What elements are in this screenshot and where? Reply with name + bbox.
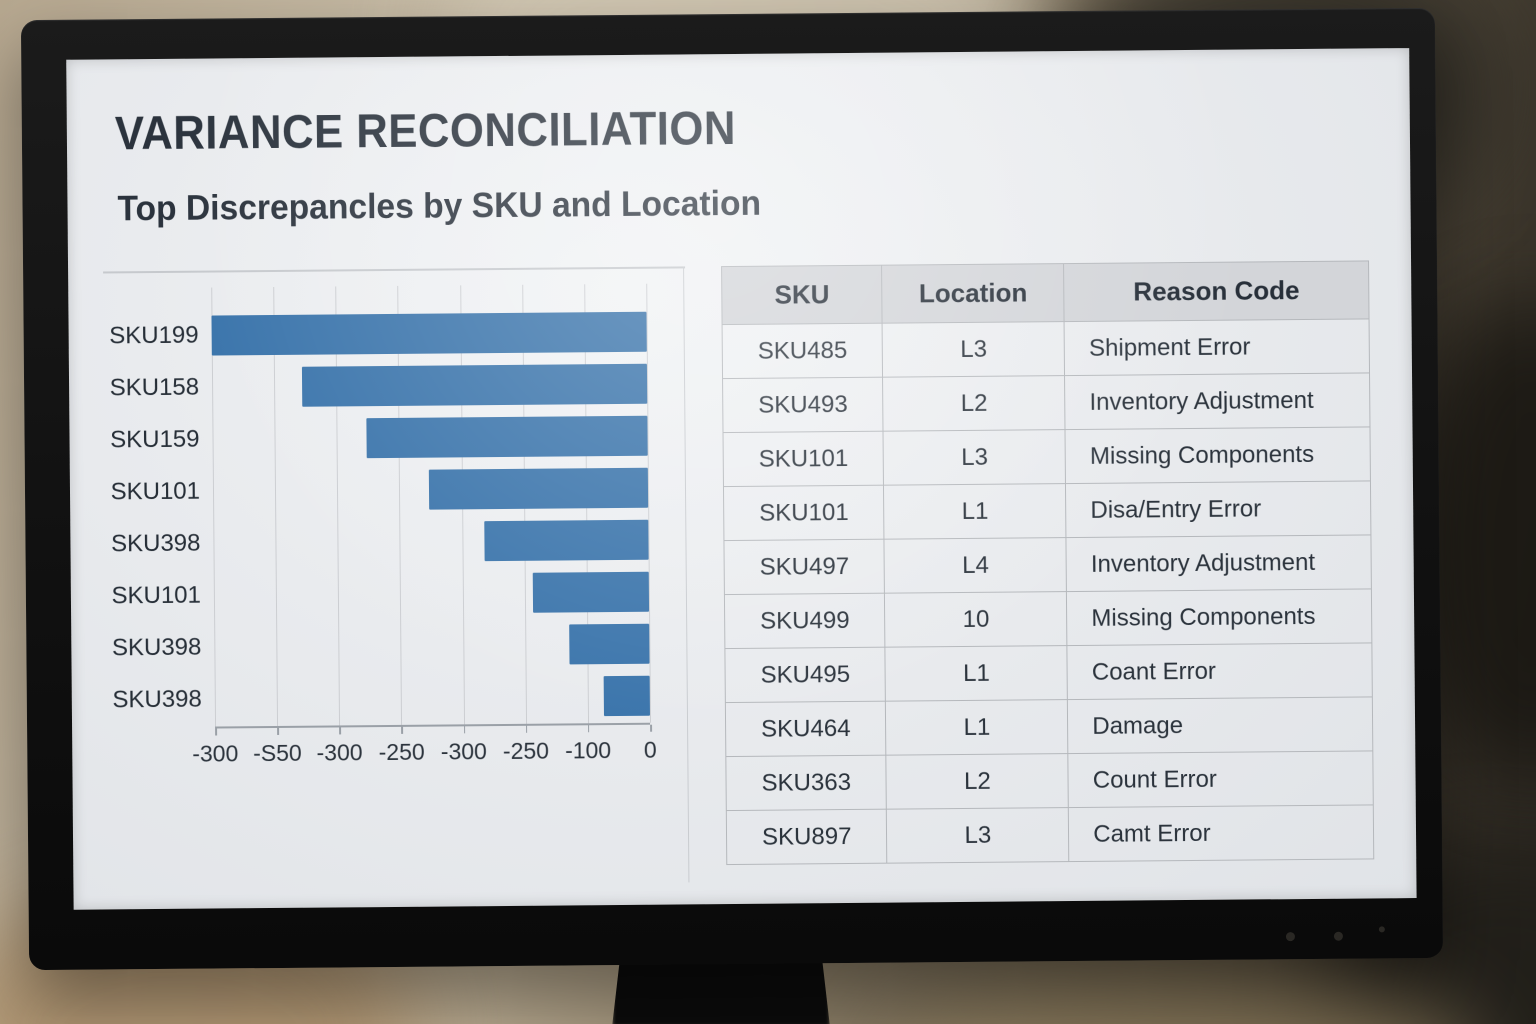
- cell-location: L1: [885, 699, 1069, 756]
- bar-chart: SKU199 SKU158 SKU159 SKU101 SKU398 SKU101 SKU3…: [103, 266, 690, 792]
- discrepancy-table-panel: SKU Location Reason Code SKU485 L3 Shipment …: [721, 260, 1374, 865]
- cell-reason-code: Missing Components: [1065, 426, 1371, 484]
- x-tick-label: -300: [316, 739, 363, 766]
- chart-x-axis-labels: -300 -S50 -300 -250 -300 -250 -100 0: [192, 737, 657, 775]
- cell-sku: SKU897: [726, 809, 888, 865]
- discrepancy-table: SKU Location Reason Code SKU485 L3 Shipment …: [721, 260, 1374, 865]
- cell-sku: SKU101: [723, 485, 885, 541]
- x-tick-label: 0: [643, 736, 657, 763]
- table-header-cell: SKU: [721, 265, 883, 325]
- cell-reason-code: Coant Error: [1067, 642, 1373, 700]
- cell-location: 10: [884, 591, 1068, 648]
- table-row: SKU101 L1 Disa/Entry Error: [723, 480, 1371, 541]
- table-row: SKU495 L1 Coant Error: [724, 642, 1373, 703]
- cell-reason-code: Shipment Error: [1064, 318, 1370, 376]
- table-row: SKU464 L1 Damage: [725, 696, 1373, 757]
- chart-axis-tick: [215, 728, 217, 736]
- chart-bars: [211, 306, 650, 726]
- bezel-indicator-dot: [1378, 926, 1385, 933]
- cell-reason-code: Inventory Adjustment: [1066, 534, 1372, 592]
- chart-bar-row: [211, 306, 647, 362]
- table-row: SKU897 L3 Camt Error: [726, 804, 1374, 865]
- chart-axis-tick: [587, 725, 590, 733]
- chart-bar: [532, 571, 650, 613]
- cell-location: L3: [883, 429, 1066, 486]
- chart-bar-row: [212, 358, 648, 414]
- chart-axis-tick: [650, 724, 652, 732]
- table-header-cell: Location: [882, 263, 1065, 324]
- chart-bar-row: [213, 462, 649, 518]
- table-row: SKU363 L2 Count Error: [725, 750, 1374, 811]
- chart-axis-tick: [463, 726, 466, 734]
- cell-location: L3: [886, 807, 1070, 864]
- cell-sku: SKU464: [725, 701, 887, 757]
- cell-sku: SKU363: [725, 755, 887, 811]
- table-row: SKU101 L3 Missing Components: [723, 426, 1371, 487]
- cell-location: L1: [883, 483, 1067, 540]
- chart-category-label: SKU398: [110, 529, 201, 558]
- table-row: SKU499 10 Missing Components: [724, 588, 1372, 649]
- table-row: SKU493 L2 Inventory Adjustment: [722, 372, 1370, 433]
- chart-bar: [428, 467, 649, 510]
- cell-location: L4: [884, 537, 1067, 594]
- chart-category-label: SKU101: [110, 477, 201, 506]
- cell-reason-code: Missing Components: [1066, 588, 1372, 646]
- chart-axis-tick: [525, 725, 528, 733]
- chart-bar: [211, 311, 647, 356]
- cell-reason-code: Count Error: [1068, 750, 1374, 808]
- bezel-indicator-dot: [1285, 932, 1295, 942]
- chart-axis-tick: [339, 727, 341, 735]
- x-tick-label: -S50: [253, 739, 302, 767]
- x-tick-label: -300: [192, 740, 239, 767]
- cell-location: L1: [885, 645, 1068, 702]
- cell-reason-code: Damage: [1067, 696, 1373, 754]
- cell-sku: SKU493: [722, 377, 884, 433]
- chart-bar-row: [215, 670, 650, 726]
- cell-sku: SKU485: [722, 323, 883, 379]
- chart-axis-tick: [401, 726, 404, 734]
- chart-bar-row: [212, 410, 648, 466]
- cell-location: L2: [886, 753, 1069, 810]
- x-tick-label: -250: [502, 737, 550, 765]
- table-header-cell: Reason Code: [1063, 260, 1370, 322]
- chart-category-label: SKU398: [112, 685, 202, 714]
- cell-reason-code: Disa/Entry Error: [1065, 480, 1371, 538]
- dashboard-slide: VARIANCE RECONCILIATION Top Discrepancle…: [66, 48, 1416, 910]
- chart-bar-row: [214, 618, 650, 674]
- chart-axis-tick: [277, 727, 279, 735]
- chart-category-label: SKU101: [111, 581, 202, 610]
- chart-bar-row: [213, 514, 649, 570]
- cell-sku: SKU101: [723, 431, 884, 487]
- cell-location: L3: [882, 321, 1065, 378]
- bezel-indicator-dot: [1333, 931, 1343, 941]
- page-subtitle: Top Discrepancles by SKU and Location: [117, 183, 762, 229]
- chart-category-label: SKU398: [111, 633, 202, 662]
- table-header-row: SKU Location Reason Code: [721, 260, 1370, 325]
- chart-category-label: SKU159: [110, 425, 200, 454]
- cell-sku: SKU499: [724, 593, 886, 649]
- chart-bar-row: [214, 566, 650, 622]
- x-tick-label: -250: [378, 738, 425, 766]
- cell-sku: SKU497: [723, 539, 885, 595]
- chart-bar: [301, 363, 648, 407]
- cell-reason-code: Camt Error: [1068, 804, 1374, 862]
- chart-category-label: SKU199: [109, 321, 199, 350]
- monitor-bezel: VARIANCE RECONCILIATION Top Discrepancle…: [20, 7, 1444, 971]
- table-row: SKU485 L3 Shipment Error: [722, 318, 1370, 379]
- table-row: SKU497 L4 Inventory Adjustment: [723, 534, 1372, 595]
- cell-sku: SKU495: [724, 647, 886, 703]
- x-tick-label: -100: [564, 737, 612, 764]
- chart-category-label: SKU158: [109, 373, 200, 402]
- chart-category-labels: SKU199 SKU158 SKU159 SKU101 SKU398 SKU101 SKU3…: [103, 310, 202, 727]
- x-tick-label: -300: [440, 738, 487, 765]
- chart-bar: [366, 415, 648, 459]
- cell-reason-code: Inventory Adjustment: [1064, 372, 1370, 430]
- cell-location: L2: [882, 375, 1066, 432]
- chart-bar: [484, 519, 649, 562]
- chart-bar: [603, 675, 650, 717]
- screen: VARIANCE RECONCILIATION Top Discrepancle…: [66, 48, 1417, 910]
- chart-bar: [569, 623, 650, 665]
- page-title: VARIANCE RECONCILIATION: [114, 100, 737, 160]
